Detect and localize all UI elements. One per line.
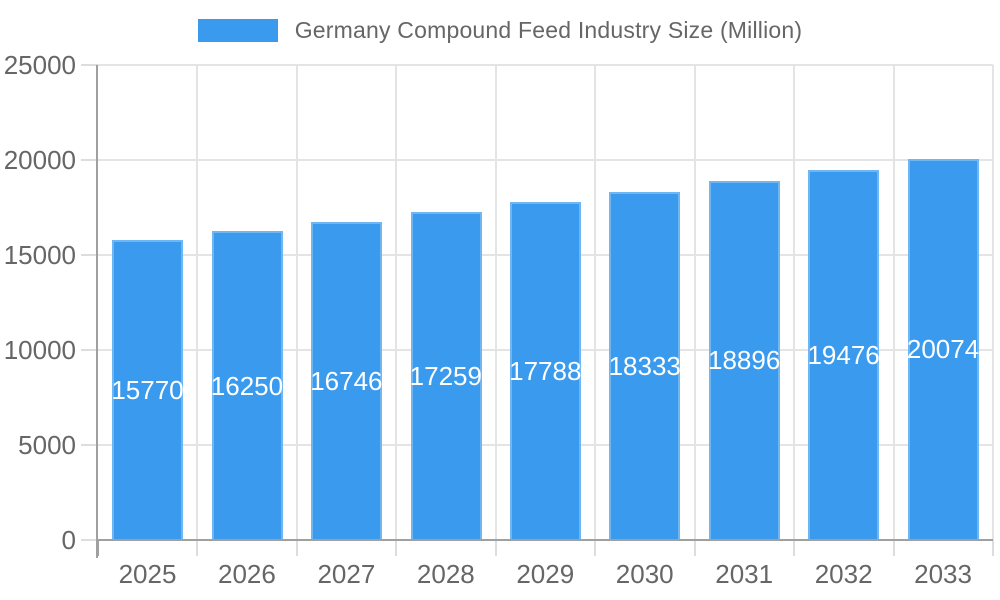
x-axis-tick-label: 2028 — [416, 559, 475, 589]
x-axis-tick-label: 2025 — [118, 559, 177, 589]
bar-value-label: 16746 — [310, 365, 383, 396]
bar-value-label: 17259 — [409, 361, 482, 392]
bar-value-label: 18896 — [708, 345, 781, 376]
bar-value-label: 19476 — [807, 339, 880, 370]
bar-value-label: 18333 — [608, 350, 681, 381]
bar-2028 — [410, 212, 482, 540]
x-gridline — [693, 65, 696, 540]
x-axis-tick-label: 2026 — [218, 559, 276, 589]
bar-2031 — [708, 180, 780, 540]
y-axis-tick-label: 10000 — [3, 335, 76, 365]
bar-2030 — [609, 191, 681, 540]
x-axis-tick — [793, 540, 796, 556]
legend-color-swatch — [197, 19, 278, 42]
x-axis-tick — [693, 540, 696, 556]
bar-value-label: 17788 — [509, 356, 582, 386]
x-axis-tick-label: 2033 — [914, 559, 972, 589]
x-gridline — [992, 65, 994, 540]
bar-value-label: 20074 — [906, 334, 980, 365]
x-axis-tick-label: 2029 — [516, 559, 575, 589]
x-axis-tick — [97, 540, 99, 556]
y-axis-tick-label: 0 — [61, 525, 76, 555]
y-gridline — [98, 159, 993, 161]
x-axis-tick-label: 2027 — [317, 559, 376, 589]
y-axis-tick-label: 25000 — [3, 50, 76, 80]
bar-2033 — [907, 158, 979, 540]
y-axis-tick — [81, 159, 98, 161]
y-axis-tick — [81, 254, 98, 256]
bar-value-label: 16250 — [210, 370, 284, 401]
x-axis-tick-label: 2032 — [814, 559, 873, 589]
y-axis-tick — [81, 64, 98, 66]
legend-item[interactable]: Germany Compound Feed Industry Size (Mil… — [197, 17, 803, 44]
x-axis-tick — [892, 540, 895, 556]
bar-2032 — [808, 169, 880, 540]
x-axis-tick — [594, 540, 597, 556]
x-gridline — [892, 65, 895, 540]
y-gridline — [98, 64, 993, 66]
x-gridline — [196, 65, 199, 540]
y-axis-tick — [81, 539, 98, 541]
x-gridline — [594, 65, 597, 540]
x-gridline — [793, 65, 796, 540]
x-gridline — [494, 65, 497, 540]
y-axis-tick-label: 5000 — [18, 430, 76, 460]
bar-2025 — [112, 240, 184, 540]
chart-legend: Germany Compound Feed Industry Size (Mil… — [0, 17, 1000, 44]
bar-2026 — [211, 231, 283, 540]
x-axis-tick — [494, 540, 497, 556]
x-axis-line — [96, 539, 993, 541]
x-axis-tick — [992, 540, 994, 556]
x-axis-tick-label: 2031 — [715, 559, 774, 589]
y-axis-tick-label: 15000 — [3, 240, 76, 270]
x-axis-tick — [196, 540, 199, 556]
x-gridline — [295, 65, 298, 540]
x-axis-tick-label: 2030 — [615, 559, 674, 589]
bar-value-label: 15770 — [111, 375, 184, 406]
y-axis-tick — [81, 349, 98, 351]
x-axis-tick — [395, 540, 398, 556]
y-axis-line — [96, 65, 98, 558]
x-gridline — [395, 65, 398, 540]
bar-2029 — [510, 202, 581, 540]
bar-2027 — [311, 221, 383, 540]
plot-area: 0 5000 10000 15000 20000 25000 15770 2025 16250 2… — [4, 50, 994, 589]
x-axis-tick — [295, 540, 298, 556]
legend-series-label: Germany Compound Feed Industry Size (Mil… — [294, 17, 803, 43]
y-axis-tick-label: 20000 — [3, 145, 76, 175]
y-axis-tick — [81, 444, 98, 446]
